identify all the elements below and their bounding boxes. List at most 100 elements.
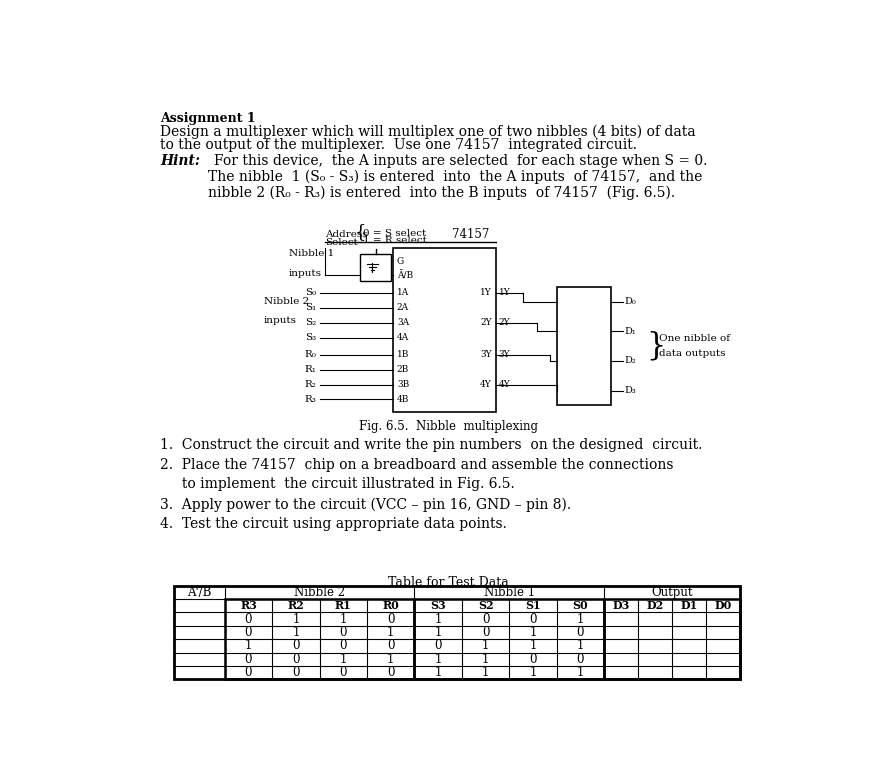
Bar xyxy=(557,287,611,405)
Text: data outputs: data outputs xyxy=(659,349,725,358)
Text: Nibble 1: Nibble 1 xyxy=(484,586,535,599)
Text: 2.  Place the 74157  chip on a breadboard and assemble the connections: 2. Place the 74157 chip on a breadboard … xyxy=(160,457,674,471)
Text: 1: 1 xyxy=(387,626,395,639)
Text: 0: 0 xyxy=(340,640,347,653)
Text: R3: R3 xyxy=(240,601,257,612)
Text: 1.  Construct the circuit and write the pin numbers  on the designed  circuit.: 1. Construct the circuit and write the p… xyxy=(160,438,703,452)
Text: 1: 1 xyxy=(340,653,347,666)
Text: 0: 0 xyxy=(245,612,252,626)
Text: 0: 0 xyxy=(292,640,299,653)
Text: 3.  Apply power to the circuit (VCC – pin 16, GND – pin 8).: 3. Apply power to the circuit (VCC – pin… xyxy=(160,497,571,511)
Bar xyxy=(225,599,415,679)
Text: D3: D3 xyxy=(612,601,630,612)
Text: 1: 1 xyxy=(482,653,489,666)
Text: 1: 1 xyxy=(245,640,252,653)
Text: Ā/B: Ā/B xyxy=(397,271,413,280)
Text: 3B: 3B xyxy=(397,380,410,389)
Text: 1: 1 xyxy=(435,666,442,679)
Text: 4A: 4A xyxy=(397,333,410,342)
Text: R₂: R₂ xyxy=(304,380,316,389)
Bar xyxy=(415,599,604,679)
Text: S1: S1 xyxy=(525,601,541,612)
Text: Nibble 2: Nibble 2 xyxy=(294,586,345,599)
Text: The nibble  1 (S₀ - S₃) is entered  into  the A inputs  of 74157,  and the: The nibble 1 (S₀ - S₃) is entered into t… xyxy=(207,170,702,184)
Text: 0: 0 xyxy=(387,612,395,626)
Text: 1: 1 xyxy=(529,626,536,639)
Text: Nibble 1: Nibble 1 xyxy=(289,249,334,258)
Text: 1Y: 1Y xyxy=(480,289,492,297)
Text: 0: 0 xyxy=(482,626,489,639)
Text: G: G xyxy=(397,257,404,265)
Text: 1: 1 xyxy=(577,666,584,679)
Text: 1: 1 xyxy=(482,666,489,679)
Text: S₁: S₁ xyxy=(305,303,316,312)
Text: 0: 0 xyxy=(245,666,252,679)
Text: 0: 0 xyxy=(245,653,252,666)
Bar xyxy=(604,599,740,679)
Text: D₃: D₃ xyxy=(625,386,636,395)
Text: Table for Test Data: Table for Test Data xyxy=(388,576,509,589)
Text: One nibble of: One nibble of xyxy=(659,335,730,343)
Text: 2Y: 2Y xyxy=(480,318,492,328)
Bar xyxy=(393,248,496,412)
Text: Fig. 6.5.  Nibble  multiplexing: Fig. 6.5. Nibble multiplexing xyxy=(359,420,538,433)
Text: R1: R1 xyxy=(335,601,352,612)
Text: D0: D0 xyxy=(714,601,732,612)
Text: 0: 0 xyxy=(577,653,584,666)
Text: 3Y: 3Y xyxy=(480,350,492,359)
Text: 4Y: 4Y xyxy=(499,380,510,389)
Text: 0 = S select: 0 = S select xyxy=(363,229,426,238)
Text: 1: 1 xyxy=(387,653,395,666)
Text: 3A: 3A xyxy=(397,318,409,328)
Text: 4.  Test the circuit using appropriate data points.: 4. Test the circuit using appropriate da… xyxy=(160,517,507,531)
Bar xyxy=(174,586,740,679)
Text: S2: S2 xyxy=(478,601,494,612)
Text: 2Y: 2Y xyxy=(499,318,510,328)
Text: 1: 1 xyxy=(435,626,442,639)
Text: R₀: R₀ xyxy=(304,350,316,359)
Text: 1: 1 xyxy=(529,640,536,653)
Text: Design a multiplexer which will multiplex one of two nibbles (4 bits) of data: Design a multiplexer which will multiple… xyxy=(160,124,696,139)
Text: }: } xyxy=(647,331,666,362)
Text: 1A: 1A xyxy=(397,289,410,297)
Text: 0: 0 xyxy=(292,666,299,679)
Text: D2: D2 xyxy=(647,601,664,612)
Text: 0: 0 xyxy=(292,653,299,666)
Text: 1 = R select: 1 = R select xyxy=(363,236,427,245)
Text: 0: 0 xyxy=(387,640,395,653)
Bar xyxy=(360,254,391,281)
Text: 0: 0 xyxy=(387,666,395,679)
Text: inputs: inputs xyxy=(289,269,322,278)
Text: 2A: 2A xyxy=(397,303,409,312)
Text: 2B: 2B xyxy=(397,365,410,374)
Text: R0: R0 xyxy=(382,601,399,612)
Text: to implement  the circuit illustrated in Fig. 6.5.: to implement the circuit illustrated in … xyxy=(160,478,515,492)
Text: inputs: inputs xyxy=(264,316,297,325)
Text: 1: 1 xyxy=(529,666,536,679)
Text: R₃: R₃ xyxy=(304,395,316,404)
Text: 1: 1 xyxy=(292,626,299,639)
Text: 0: 0 xyxy=(482,612,489,626)
Text: nibble 2 (R₀ - R₃) is entered  into the B inputs  of 74157  (Fig. 6.5).: nibble 2 (R₀ - R₃) is entered into the B… xyxy=(207,186,675,200)
Text: to the output of the multiplexer.  Use one 74157  integrated circuit.: to the output of the multiplexer. Use on… xyxy=(160,138,637,152)
Text: Assignment 1: Assignment 1 xyxy=(160,112,256,125)
Text: 3Y: 3Y xyxy=(499,350,510,359)
Text: {: { xyxy=(355,223,367,241)
Text: 1Y: 1Y xyxy=(499,289,510,297)
Text: Output: Output xyxy=(651,586,693,599)
Text: D₂: D₂ xyxy=(625,356,636,366)
Text: 0: 0 xyxy=(529,653,536,666)
Text: A'/B: A'/B xyxy=(187,586,212,599)
Text: 0: 0 xyxy=(340,666,347,679)
Text: R₁: R₁ xyxy=(304,365,316,374)
Text: D₀: D₀ xyxy=(625,297,636,307)
Text: 1: 1 xyxy=(340,612,347,626)
Text: 1: 1 xyxy=(577,640,584,653)
Text: S₂: S₂ xyxy=(305,318,316,328)
Text: For this device,  the A inputs are selected  for each stage when S = 0.: For this device, the A inputs are select… xyxy=(214,155,708,169)
Text: 0: 0 xyxy=(340,626,347,639)
Text: R2: R2 xyxy=(288,601,304,612)
Text: Nibble 2: Nibble 2 xyxy=(264,297,309,306)
Text: 0: 0 xyxy=(577,626,584,639)
Text: 1: 1 xyxy=(435,653,442,666)
